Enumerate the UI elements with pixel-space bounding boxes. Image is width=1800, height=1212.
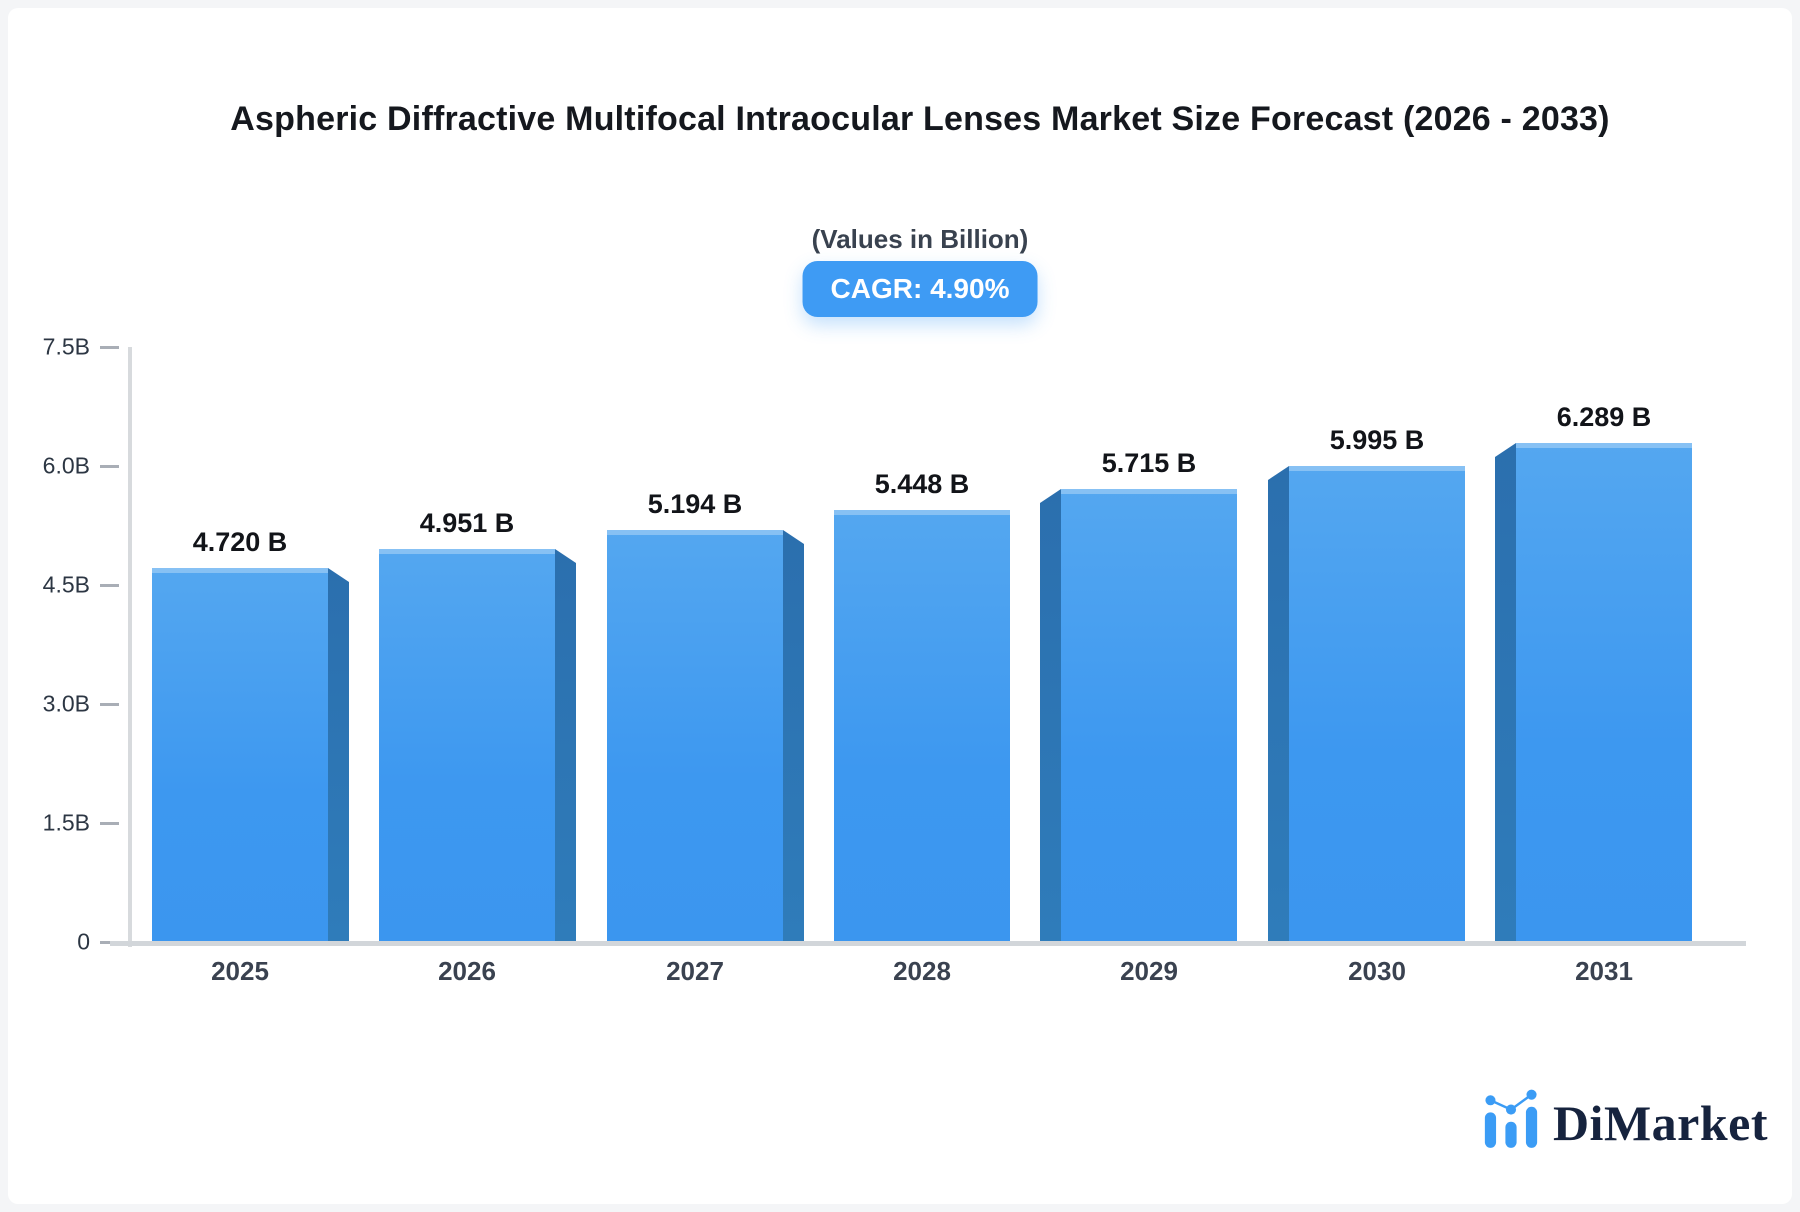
y-tick-dash-0 bbox=[100, 941, 119, 944]
bar-value-label: 5.194 B bbox=[647, 489, 743, 519]
y-tick-dash-4.5B bbox=[100, 584, 119, 587]
bar-3d-side-2031 bbox=[1495, 443, 1516, 942]
bar-2026[interactable] bbox=[379, 549, 555, 942]
y-axis-label: 4.5B bbox=[42, 571, 90, 598]
y-axis-label: 0 bbox=[77, 928, 90, 955]
bar-2025[interactable] bbox=[152, 568, 328, 942]
chart-title: Aspheric Diffractive Multifocal Intraocu… bbox=[230, 100, 1610, 138]
y-tick-dash-6.0B bbox=[100, 465, 119, 468]
bar-value-label: 5.995 B bbox=[1329, 425, 1425, 455]
y-axis-line bbox=[128, 347, 132, 947]
bar-top-highlight bbox=[1061, 489, 1237, 494]
bar-2029[interactable] bbox=[1061, 489, 1237, 942]
bar-3d-side-2030 bbox=[1268, 466, 1289, 942]
bar-value-label: 6.289 B bbox=[1556, 402, 1652, 432]
y-axis-label: 6.0B bbox=[42, 452, 90, 479]
x-axis-label-2027: 2027 bbox=[666, 956, 724, 986]
x-axis-baseline bbox=[110, 941, 1746, 946]
bar-top-highlight bbox=[152, 568, 328, 573]
x-axis-label-2028: 2028 bbox=[893, 956, 951, 986]
bar-value-label: 4.951 B bbox=[419, 508, 515, 538]
x-axis-label-2030: 2030 bbox=[1348, 956, 1406, 986]
bar-top-highlight bbox=[607, 530, 783, 535]
cagr-badge: CAGR: 4.90% bbox=[802, 261, 1038, 317]
bar-2031[interactable] bbox=[1516, 443, 1692, 942]
bar-2030[interactable] bbox=[1289, 466, 1465, 942]
logo-text: DiMarket bbox=[1552, 1095, 1768, 1151]
y-tick-dash-3.0B bbox=[100, 703, 119, 706]
bar-value-label: 4.720 B bbox=[192, 527, 288, 557]
y-axis-label: 3.0B bbox=[42, 690, 90, 717]
bar-value-label: 5.715 B bbox=[1101, 448, 1197, 478]
bar-chart-logo-icon bbox=[1484, 1089, 1538, 1148]
bar-top-highlight bbox=[379, 549, 555, 554]
bar-top-highlight bbox=[1516, 443, 1692, 448]
y-tick-dash-7.5B bbox=[100, 346, 119, 349]
chart-subtitle: (Values in Billion) bbox=[811, 224, 1029, 254]
bar-3d-side-2029 bbox=[1040, 489, 1061, 942]
bar-3d-side-2027 bbox=[783, 530, 804, 942]
bar-top-highlight bbox=[834, 510, 1010, 515]
x-axis-label-2031: 2031 bbox=[1575, 956, 1633, 986]
bar-value-label: 5.448 B bbox=[874, 469, 970, 499]
y-axis-label: 1.5B bbox=[42, 809, 90, 836]
bar-top-highlight bbox=[1289, 466, 1465, 471]
bar-2027[interactable] bbox=[607, 530, 783, 942]
bar-3d-side-2026 bbox=[555, 549, 576, 942]
bar-3d-side-2025 bbox=[328, 568, 349, 942]
dimarket-logo: DiMarket bbox=[1483, 1088, 1768, 1148]
y-tick-dash-1.5B bbox=[100, 822, 119, 825]
x-axis-label-2029: 2029 bbox=[1120, 956, 1178, 986]
y-axis-label: 7.5B bbox=[42, 333, 90, 360]
bar-2028[interactable] bbox=[834, 510, 1010, 942]
x-axis-label-2025: 2025 bbox=[211, 956, 269, 986]
x-axis-label-2026: 2026 bbox=[438, 956, 496, 986]
